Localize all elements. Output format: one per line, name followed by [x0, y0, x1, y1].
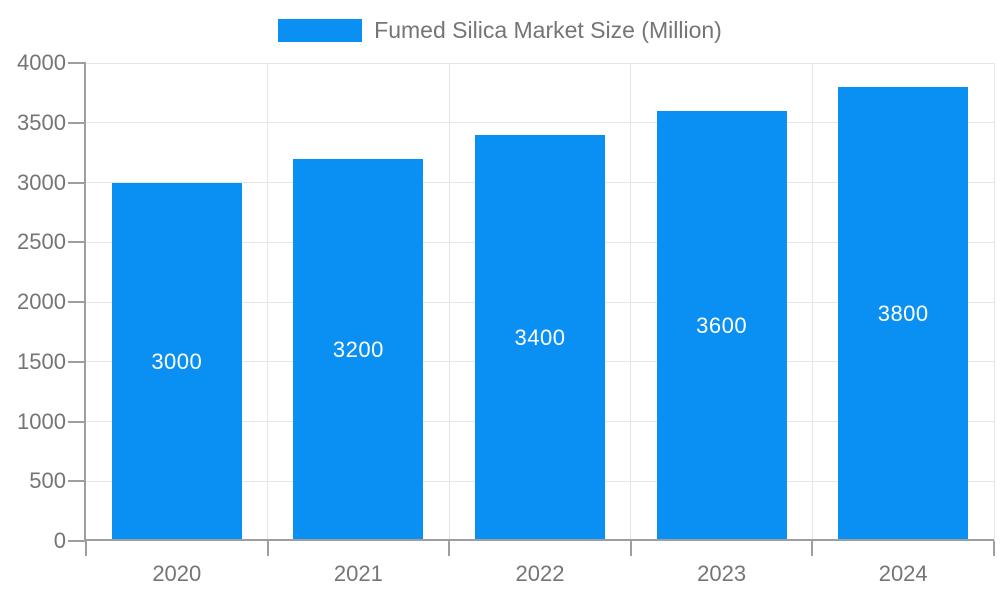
y-axis-tick	[68, 121, 86, 124]
x-axis-label-2020: 2020	[152, 561, 202, 586]
x-gridline	[630, 63, 632, 541]
bar-value-label: 3400	[514, 324, 566, 350]
y-gridline	[86, 122, 994, 124]
y-axis-tick	[68, 480, 86, 483]
x-axis-tick	[266, 541, 269, 556]
bar-2024	[838, 86, 969, 539]
bar-value-label: 3000	[151, 348, 203, 374]
y-axis-tick	[68, 540, 86, 542]
x-gridline	[811, 63, 813, 541]
bar-2023	[656, 110, 787, 539]
legend-swatch	[278, 19, 363, 42]
y-axis-tick	[68, 420, 86, 423]
y-axis-label: 1000	[17, 408, 66, 434]
x-axis-tick	[629, 541, 632, 556]
x-axis-tick	[85, 541, 87, 556]
x-axis-tick	[993, 541, 995, 556]
x-axis-label-2024: 2024	[878, 561, 928, 586]
y-axis-tick	[68, 181, 86, 184]
y-axis-label: 500	[29, 468, 66, 494]
bar-2022	[475, 134, 605, 539]
y-axis-label: 0	[53, 528, 66, 553]
y-axis-label: 2500	[17, 229, 66, 255]
y-axis-label: 2000	[17, 289, 66, 314]
y-gridline	[86, 62, 994, 64]
bar-value-label: 3200	[332, 336, 384, 362]
y-axis-line	[84, 63, 86, 541]
y-axis-tick	[68, 62, 86, 64]
bar-value-label: 3800	[877, 300, 929, 326]
y-axis-tick	[68, 360, 86, 363]
x-axis-label-2022: 2022	[515, 561, 565, 586]
y-axis-tick	[68, 301, 86, 303]
x-gridline	[267, 63, 269, 541]
y-axis-tick	[68, 241, 86, 244]
y-axis-label: 1500	[17, 348, 66, 374]
x-gridline	[993, 63, 995, 541]
bar-value-label: 3600	[696, 312, 748, 338]
y-axis-label: 3500	[17, 109, 66, 135]
x-axis-tick	[448, 541, 451, 556]
x-gridline	[448, 63, 450, 541]
x-axis-label-2023: 2023	[697, 561, 747, 586]
x-axis-line	[84, 539, 994, 541]
bar-2020	[111, 182, 242, 539]
legend-label: Fumed Silica Market Size (Million)	[374, 17, 722, 43]
y-axis-label: 4000	[17, 50, 66, 75]
x-axis-tick	[811, 541, 814, 556]
y-axis-label: 3000	[17, 169, 66, 195]
x-axis-label-2021: 2021	[333, 561, 383, 586]
chart-legend[interactable]: Fumed Silica Market Size (Million)	[0, 17, 1000, 44]
bar-2021	[293, 158, 424, 539]
